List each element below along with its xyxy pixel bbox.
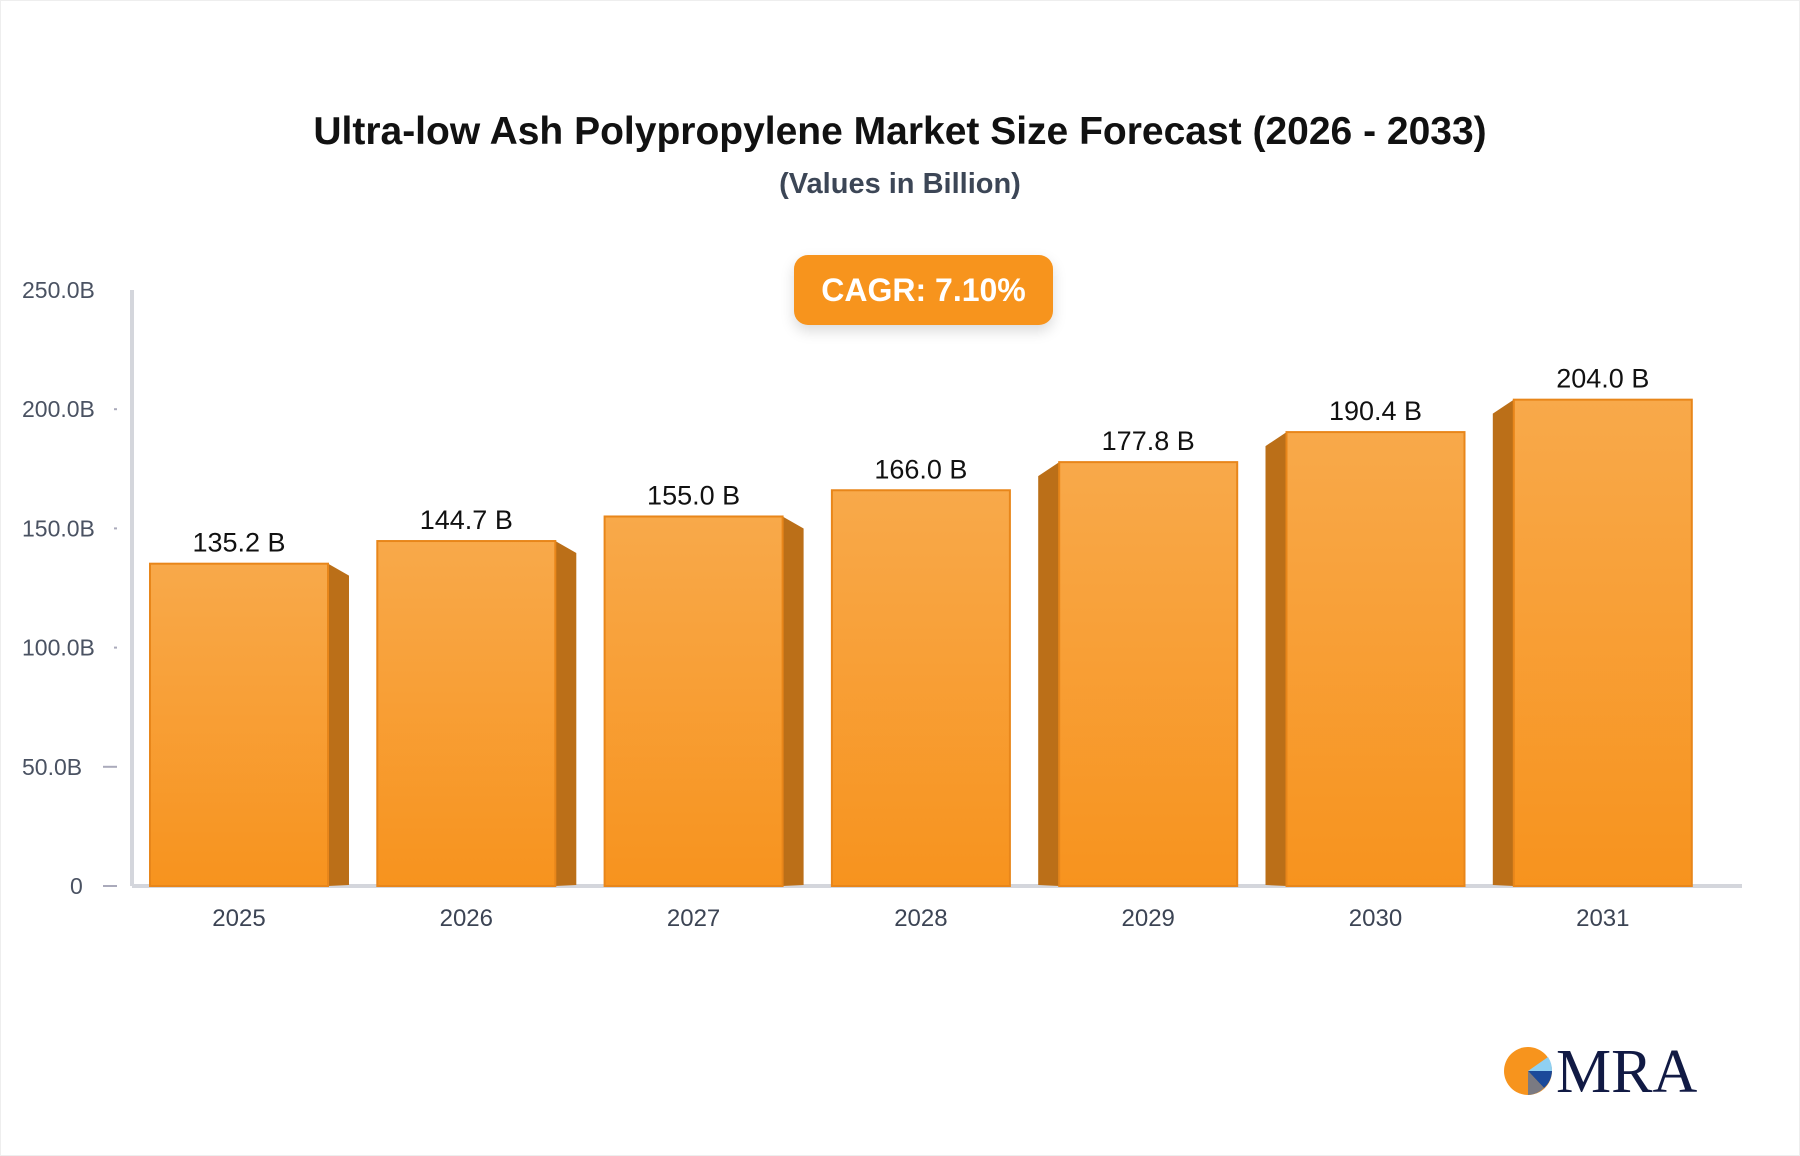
bar-side: [555, 541, 577, 886]
x-tick-label: 2031: [1576, 905, 1629, 932]
bar-side: [1265, 432, 1287, 886]
y-tick-label: 250.0B: [22, 277, 95, 303]
mra-logo: MRA: [1504, 1040, 1704, 1100]
x-tick-label: 2029: [1122, 905, 1175, 932]
bar-value-label: 166.0 B: [874, 454, 967, 484]
bar-group: 177.8 B 2029: [1038, 426, 1239, 932]
bar-value-label: 177.8 B: [1102, 426, 1195, 456]
x-tick-label: 2028: [894, 905, 947, 932]
bar-side: [782, 516, 804, 886]
bar-side: [1038, 462, 1060, 886]
y-tick-label: 200.0B: [22, 396, 95, 422]
bar: [149, 562, 329, 888]
chart-title: Ultra-low Ash Polypropylene Market Size …: [313, 110, 1487, 153]
bar-group: 155.0 B 2027: [603, 480, 804, 932]
bar: [830, 489, 1011, 887]
bar: [376, 540, 557, 888]
bar-value-label: 190.4 B: [1329, 396, 1422, 426]
logo-text: MRA: [1556, 1040, 1697, 1100]
chart-subtitle: (Values in Billion): [779, 168, 1021, 200]
bar-value-label: 135.2 B: [192, 528, 285, 558]
bar-group: 135.2 B 2025: [149, 528, 349, 932]
y-tick-label: 0: [70, 873, 83, 899]
x-tick-label: 2030: [1349, 905, 1402, 932]
bar-value-label: 204.0 B: [1556, 364, 1649, 394]
bar: [1285, 431, 1466, 887]
y-tick-label: 150.0B: [22, 515, 95, 541]
bar: [1058, 461, 1239, 887]
bar-value-label: 144.7 B: [420, 505, 513, 535]
bar: [1512, 398, 1693, 887]
logo-pie-icon: MRA: [1504, 1040, 1697, 1100]
x-tick-label: 2026: [440, 905, 493, 932]
bar-group: 204.0 B 2031: [1492, 364, 1693, 932]
bar: [603, 515, 784, 887]
x-tick-label: 2025: [212, 905, 265, 932]
bar-group: 190.4 B 2030: [1265, 396, 1466, 932]
x-tick-label: 2027: [667, 905, 720, 932]
y-tick-label: 50.0B: [22, 754, 82, 780]
bar-side: [1492, 399, 1514, 886]
bar-value-label: 155.0 B: [647, 480, 740, 510]
bar-group: 144.7 B 2026: [376, 505, 577, 932]
cagr-badge: CAGR: 7.10%: [794, 255, 1053, 325]
y-tick-label: 100.0B: [22, 635, 95, 661]
bar-side: [328, 563, 349, 886]
bar-group: 166.0 B 2028: [830, 454, 1011, 932]
